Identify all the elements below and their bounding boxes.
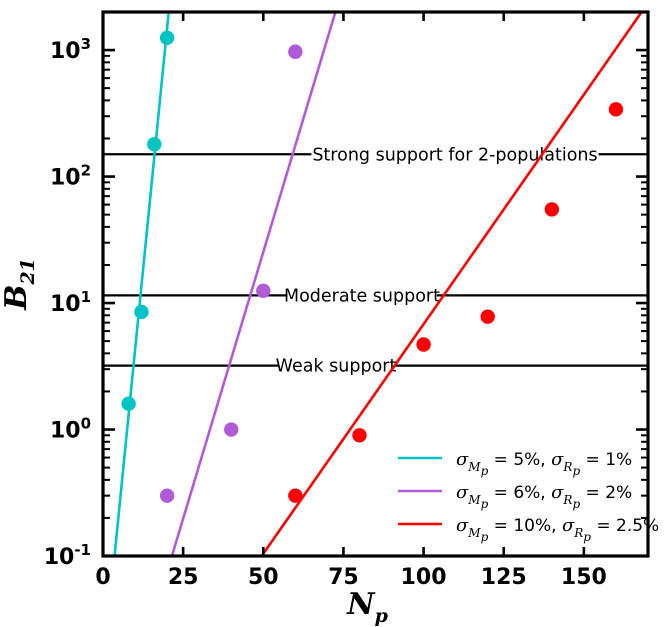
y-tick-label-exponent: -1 [74, 541, 91, 559]
legend-sub-r: R [562, 460, 572, 474]
data-points-series-0 [121, 30, 175, 411]
legend-sub-rp: p [572, 497, 580, 511]
data-point [159, 30, 175, 46]
data-point [288, 488, 303, 503]
data-point [288, 44, 303, 59]
legend-eq-1: = 6%, [488, 483, 551, 503]
legend-sigma-m: σ [456, 515, 469, 536]
plot-area: Strong support for 2-populations Moderate… [0, 10, 650, 627]
legend-sub-m: M [467, 526, 481, 540]
legend-label-series-1: σMp = 6%, σRp = 2% [456, 482, 632, 511]
data-point [147, 137, 162, 152]
x-tick-label: 125 [481, 565, 527, 590]
data-point [121, 396, 136, 411]
x-tick-label: 100 [401, 565, 447, 590]
data-points-series-1 [159, 44, 303, 503]
threshold-label: Weak support [276, 357, 397, 377]
data-point [608, 102, 624, 117]
legend-sub-m: M [467, 460, 481, 474]
data-point [480, 309, 495, 324]
fit-line-series-0 [113, 12, 171, 556]
legend-sigma-r: σ [551, 482, 564, 503]
threshold-0: Strong support for 2-populations [103, 145, 648, 165]
x-tick-label: 50 [248, 565, 279, 590]
data-point [134, 304, 149, 320]
fit-line-series-2 [260, 12, 643, 556]
data-point [256, 283, 271, 298]
legend-sub-rp: p [583, 530, 591, 544]
legend-eq-1: = 5%, [488, 450, 551, 470]
legend-sigma-r: σ [551, 449, 564, 470]
legend-label-series-0: σMp = 5%, σRp = 1% [456, 449, 632, 478]
threshold-label: Moderate support [284, 286, 440, 306]
data-points-series-2 [288, 102, 624, 503]
threshold-1: Moderate support [103, 286, 648, 306]
chart-legend: σMp = 5%, σRp = 1%σMp = 6%, σRp = 2%σMp … [398, 449, 659, 544]
legend-eq-2: = 2.5% [591, 516, 659, 536]
legend-label-series-2: σMp = 10%, σRp = 2.5% [456, 515, 659, 544]
x-tick-label: 75 [328, 565, 359, 590]
y-tick-label-exponent: 3 [81, 35, 91, 53]
legend-sub-m: M [467, 493, 481, 507]
legend-sub-rp: p [572, 464, 580, 478]
data-point [416, 337, 431, 352]
data-point [159, 488, 175, 503]
legend-eq-1: = 10%, [488, 516, 562, 536]
legend-sub-mp: p [481, 497, 489, 511]
legend-sub-r: R [573, 526, 583, 540]
x-tick-label: 150 [561, 565, 607, 590]
threshold-label: Strong support for 2-populations [312, 145, 597, 165]
y-tick-label-exponent: 2 [81, 162, 91, 180]
threshold-2: Weak support [103, 357, 648, 377]
legend-sigma-m: σ [456, 449, 469, 470]
legend-sub-mp: p [481, 464, 489, 478]
x-axis-title: Np [346, 587, 388, 627]
legend-sigma-r: σ [562, 515, 575, 536]
y-axis-title-subscript: 21 [17, 258, 39, 285]
legend-eq-2: = 1% [580, 450, 632, 470]
legend-sub-mp: p [481, 530, 489, 544]
legend-eq-2: = 2% [580, 483, 632, 503]
y-tick-label: 10-1 [44, 541, 91, 570]
data-point [224, 422, 239, 437]
legend-sigma-m: σ [456, 482, 469, 503]
axes-frame [101, 10, 650, 558]
plot-content: Strong support for 2-populations Moderate… [103, 12, 648, 556]
fit-line-series-1 [170, 12, 337, 556]
x-tick-label: 0 [95, 565, 110, 590]
data-point [544, 202, 560, 217]
x-tick-label: 25 [168, 565, 199, 590]
y-tick-label-exponent: 1 [81, 288, 91, 306]
data-point [352, 428, 367, 443]
legend-sub-r: R [562, 493, 572, 507]
y-tick-label-exponent: 0 [81, 415, 91, 433]
x-axis-title-subscript: p [375, 605, 389, 627]
